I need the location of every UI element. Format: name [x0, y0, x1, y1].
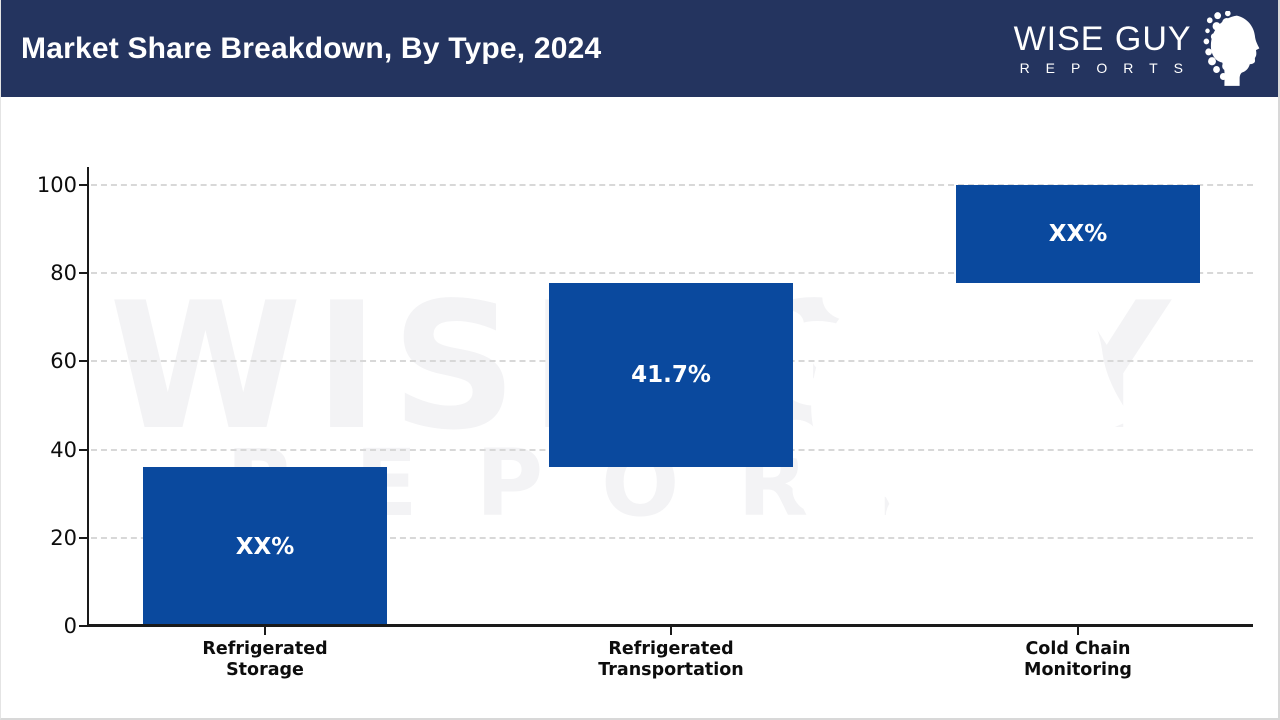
gridline-20 [91, 536, 1253, 539]
logo-subtitle: REPORTS [1019, 59, 1199, 76]
logo-wordmark: WISE GUY [1013, 19, 1192, 58]
wiseguy-logo-text: WISE GUY REPORTS [1014, 21, 1199, 77]
y-tick-label-0: 0 [63, 614, 77, 638]
y-tick-80 [79, 272, 88, 275]
x-axis-line [87, 624, 1253, 627]
bar-refrigerated-transportation: 41.7% [549, 283, 793, 468]
y-tick-label-60: 60 [50, 349, 77, 374]
y-tick-label-20: 20 [50, 525, 77, 550]
y-tick-20 [79, 536, 88, 539]
y-tick-40 [79, 448, 88, 451]
category-label-line: Transportation [598, 660, 744, 680]
x-tick-0 [264, 627, 266, 635]
gridline-100 [91, 184, 1253, 186]
bar-refrigerated-storage: XX% [143, 467, 387, 626]
category-label-line: Monitoring [1024, 660, 1132, 680]
y-tick-100 [79, 184, 88, 186]
bar-value-label: XX% [235, 533, 295, 560]
category-label-line: Refrigerated [608, 639, 734, 659]
x-tick-2 [1077, 627, 1079, 635]
y-tick-label-40: 40 [50, 437, 77, 462]
wiseguy-logo: WISE GUY REPORTS [1014, 0, 1265, 97]
gridline-80 [91, 272, 1253, 275]
page-title: Market Share Breakdown, By Type, 2024 [21, 31, 602, 65]
y-tick-0 [79, 625, 88, 627]
category-label-line: Cold Chain [1025, 639, 1131, 659]
y-tick-label-80: 80 [50, 261, 77, 286]
y-tick-60 [79, 360, 88, 363]
header-bar: Market Share Breakdown, By Type, 2024 WI… [1, 0, 1278, 97]
category-label-0: Refrigerated Storage [115, 639, 415, 681]
category-label-line: Refrigerated [202, 639, 328, 659]
category-label-2: Cold Chain Monitoring [928, 639, 1228, 681]
y-tick-label-100: 100 [36, 173, 77, 197]
bar-value-label: XX% [1048, 221, 1108, 248]
y-axis-line [87, 167, 89, 627]
x-tick-1 [670, 627, 672, 635]
category-label-line: Storage [226, 660, 304, 680]
bar-cold-chain-monitoring: XX% [956, 185, 1200, 284]
wiseguy-face-icon [1203, 10, 1260, 86]
bar-value-label: 41.7% [631, 362, 711, 389]
category-label-1: Refrigerated Transportation [521, 639, 821, 681]
